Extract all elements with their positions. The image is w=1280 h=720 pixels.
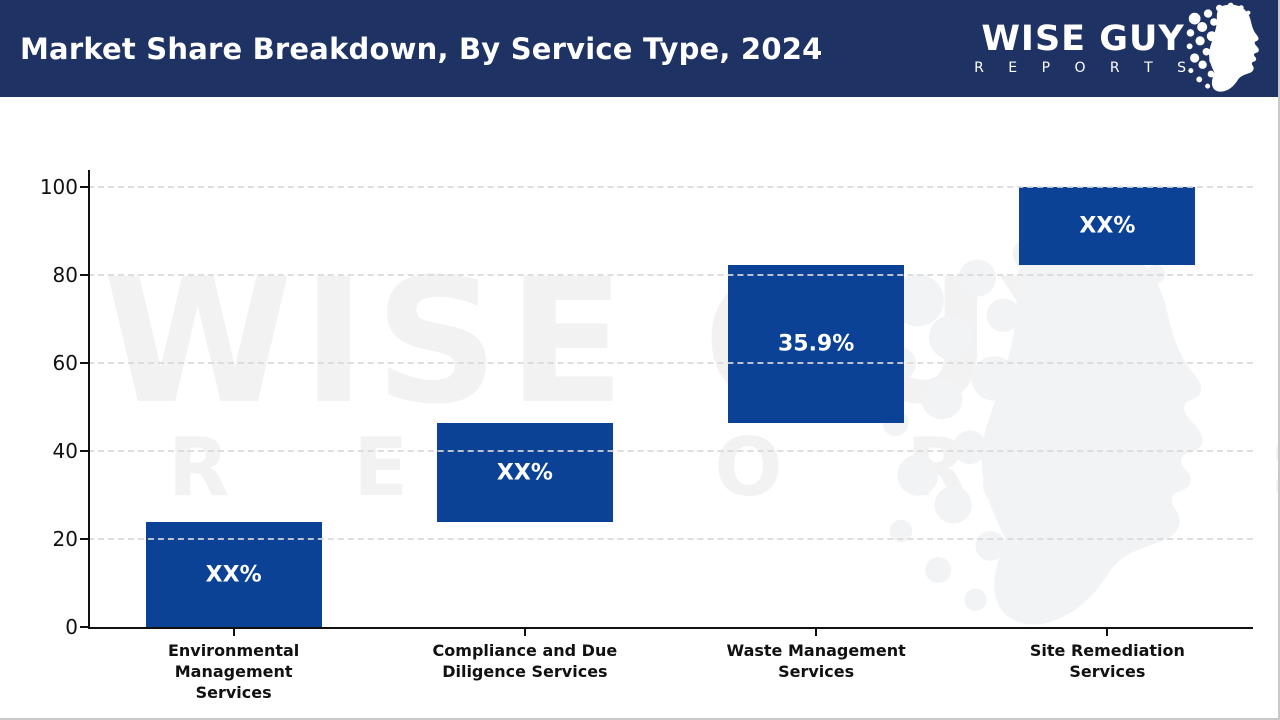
y-tick-mark: [80, 450, 88, 452]
category-label: Site Remediation Services: [972, 640, 1243, 682]
y-tick-label: 80: [52, 263, 78, 287]
category-label-line: Services: [1069, 662, 1146, 682]
category-label-line: Services: [195, 683, 272, 703]
bar-value-label: XX%: [205, 562, 262, 588]
wiseguy-face-watermark-icon: [882, 229, 1203, 625]
x-axis-line: [88, 627, 1253, 629]
category-label: Waste Management Services: [681, 640, 952, 682]
bar-value-label: XX%: [496, 460, 553, 486]
category-label-line: Compliance and Due: [432, 641, 618, 660]
category-label-line: Waste Management: [726, 641, 906, 660]
bar-segment: [1019, 187, 1196, 266]
category-label-line: Management: [174, 662, 293, 682]
category-label: Compliance and Due Diligence Services: [389, 640, 660, 682]
category-label: Environmental Management Services: [98, 640, 369, 703]
gridline: [88, 274, 1253, 276]
gridline: [88, 450, 1253, 452]
wiseguy-logo-text: WISE GUY R E P O R T S: [970, 18, 1196, 76]
header-bar: Market Share Breakdown, By Service Type,…: [0, 0, 1278, 97]
gridline: [88, 186, 1253, 188]
bar-segment: [436, 423, 613, 523]
category-label-line: Services: [778, 662, 855, 682]
y-tick-mark: [80, 362, 88, 364]
y-tick-mark: [80, 186, 88, 188]
x-tick-mark: [815, 629, 818, 636]
wiseguy-face-logo-icon: [1186, 2, 1259, 92]
y-tick-label: 0: [65, 615, 78, 639]
logo-wordmark: WISE GUY: [981, 18, 1185, 59]
y-axis-line: [88, 170, 90, 629]
bar-segment: [728, 265, 905, 424]
gridline: [88, 362, 1253, 364]
y-tick-mark: [80, 274, 88, 276]
page-title: Market Share Breakdown, By Service Type,…: [20, 31, 823, 66]
wiseguy-logo: WISE GUY R E P O R T S: [970, 2, 1266, 92]
bar-value-label: 35.9%: [777, 331, 855, 357]
x-tick-mark: [523, 629, 526, 636]
x-tick-mark: [1106, 629, 1109, 636]
x-tick-mark: [232, 629, 235, 636]
gridline: [88, 538, 1253, 540]
logo-subtext: R E P O R T S: [974, 59, 1196, 76]
y-tick-label: 60: [52, 351, 78, 375]
category-label-line: Site Remediation: [1029, 641, 1185, 660]
bar-value-label: XX%: [1079, 213, 1136, 239]
y-tick-label: 40: [52, 439, 78, 463]
y-tick-mark: [80, 626, 88, 628]
y-tick-label: 100: [39, 175, 78, 199]
y-tick-mark: [80, 538, 88, 540]
y-tick-label: 20: [52, 527, 78, 551]
category-label-line: Diligence Services: [442, 662, 608, 682]
category-label-line: Environmental: [167, 641, 300, 660]
